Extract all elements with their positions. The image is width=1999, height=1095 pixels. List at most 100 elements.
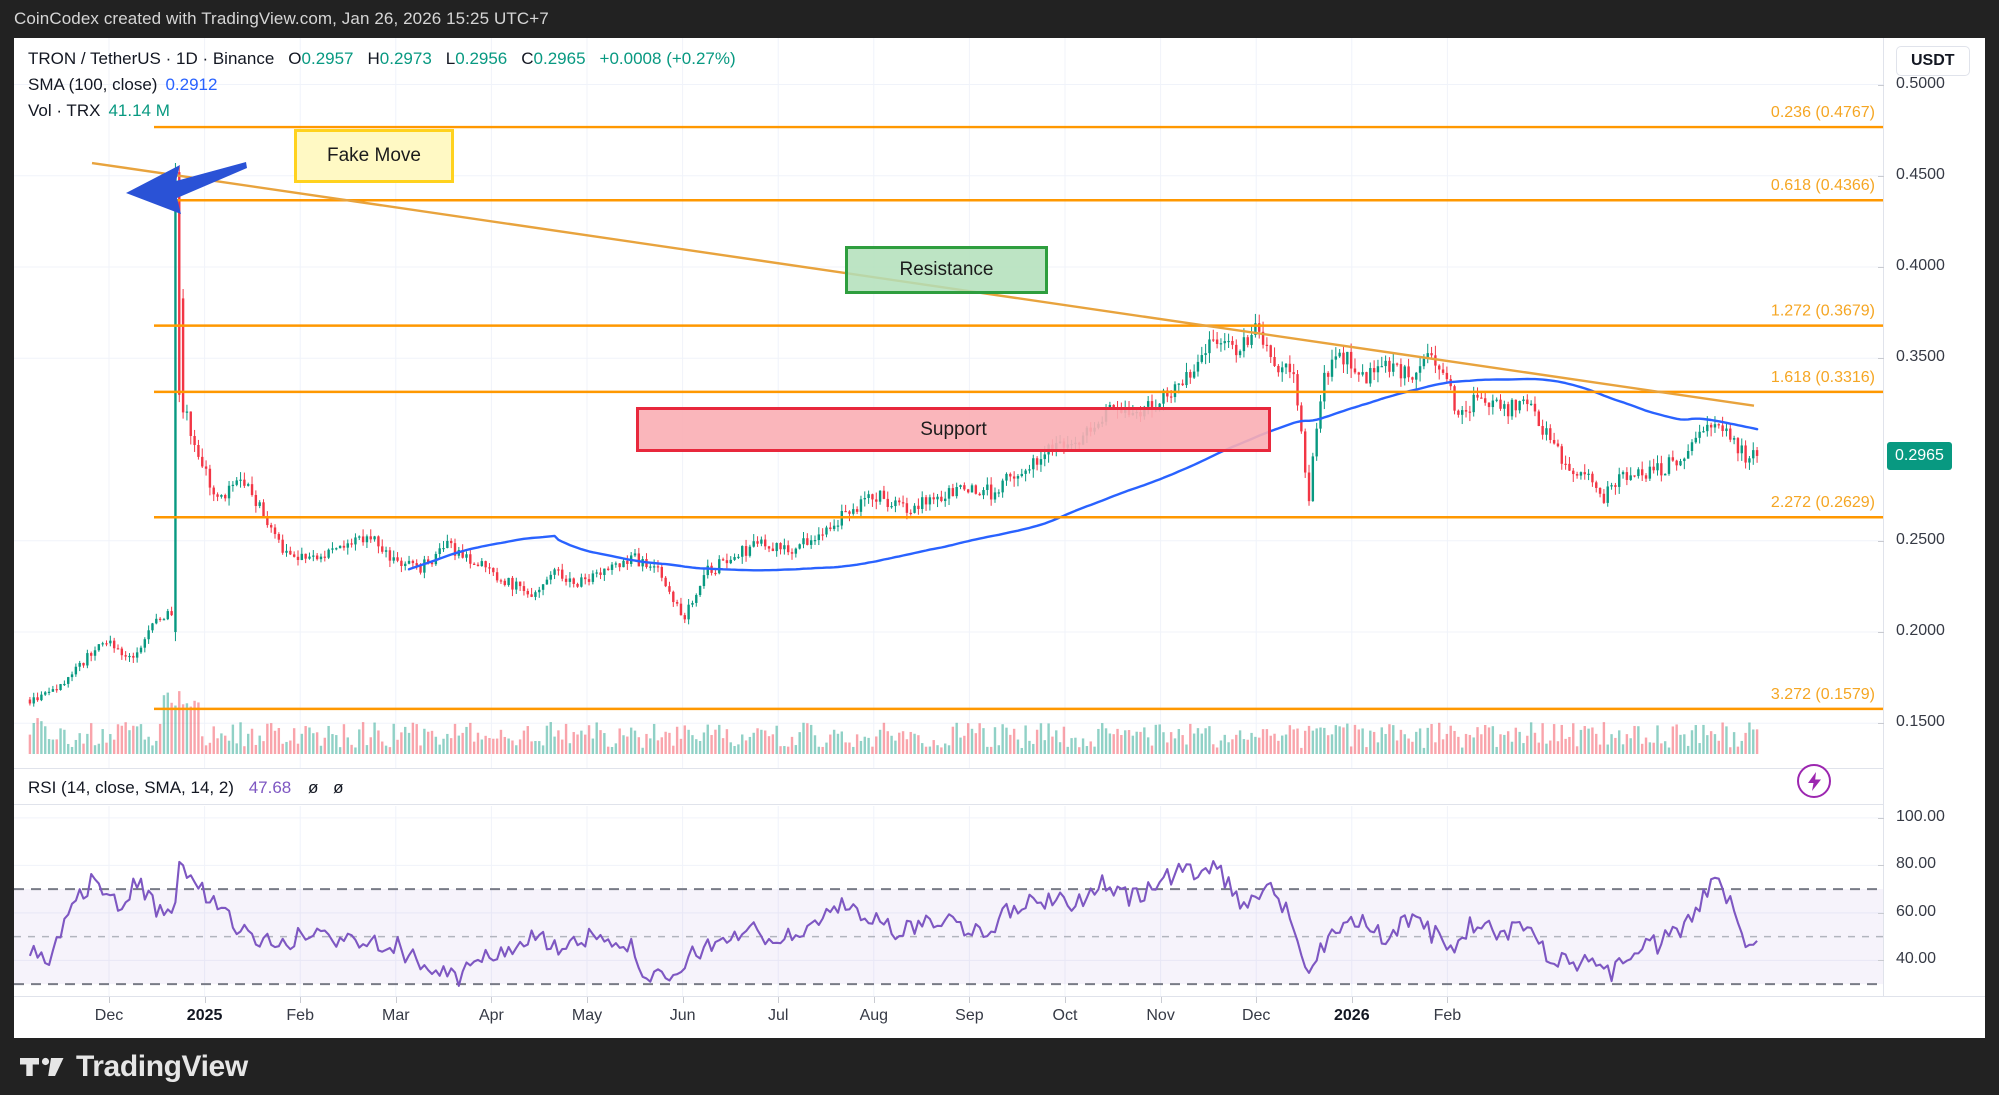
fib-level-label: 0.236 (0.4767) xyxy=(1771,104,1875,121)
volume-bar xyxy=(836,733,840,754)
annotation-box-support[interactable]: Support xyxy=(636,407,1271,452)
volume-bar xyxy=(1679,734,1682,754)
volume-bar xyxy=(1250,732,1253,754)
candle-body xyxy=(1755,450,1759,456)
candle-body xyxy=(1028,469,1031,471)
annotation-box-fake-move[interactable]: Fake Move xyxy=(294,129,454,183)
candle-body xyxy=(1495,399,1498,401)
candle-body xyxy=(32,697,35,704)
volume-bar xyxy=(281,743,284,754)
volume-bar xyxy=(1173,738,1177,754)
legend-volume-row[interactable]: Vol · TRX 41.14 M xyxy=(28,98,736,124)
candle-body xyxy=(982,490,985,496)
volume-bar xyxy=(1740,740,1743,754)
legend-symbol[interactable]: TRON / TetherUS · 1D · Binance xyxy=(28,49,275,68)
candle-body xyxy=(806,538,809,545)
volume-bar xyxy=(304,726,307,754)
candle-body xyxy=(1480,397,1483,399)
candle-body xyxy=(411,560,415,564)
lightning-bolt-icon[interactable] xyxy=(1797,764,1831,798)
volume-bar xyxy=(1407,738,1410,754)
volume-bar xyxy=(116,724,120,754)
volume-bar xyxy=(1568,736,1571,754)
candle-body xyxy=(128,655,131,658)
candle-body xyxy=(488,567,491,569)
volume-bar xyxy=(1426,727,1429,754)
volume-bar xyxy=(603,733,606,754)
volume-bar xyxy=(70,746,74,754)
volume-bar xyxy=(1457,736,1460,754)
annotation-box-resistance[interactable]: Resistance xyxy=(845,246,1048,294)
rsi-pane[interactable] xyxy=(14,806,1883,996)
candle-body xyxy=(675,602,679,604)
blue-arrow-annotation[interactable] xyxy=(126,162,247,214)
volume-bar xyxy=(1189,723,1192,754)
volume-bar xyxy=(664,731,667,754)
candle-body xyxy=(1476,394,1479,398)
candle-body xyxy=(396,557,399,561)
legend-sma-label[interactable]: SMA (100, close) xyxy=(28,75,158,94)
volume-bar xyxy=(966,723,970,754)
volume-bar xyxy=(898,732,901,754)
volume-bar xyxy=(1269,735,1272,754)
volume-bar xyxy=(492,738,495,754)
time-axis-label: Dec xyxy=(1241,1007,1271,1024)
volume-bar xyxy=(342,724,346,754)
volume-bar xyxy=(947,745,951,754)
price-legend: TRON / TetherUS · 1D · Binance O 0.2957 H… xyxy=(28,46,736,124)
rsi-plot[interactable] xyxy=(14,806,1883,996)
candle-body xyxy=(1346,351,1349,365)
candle-body xyxy=(783,545,786,550)
legend-open-value: 0.2957 xyxy=(301,49,354,68)
volume-bar xyxy=(775,725,778,754)
candle-body xyxy=(197,445,200,457)
rsi-axis-tick-label: 60.00 xyxy=(1896,902,1937,920)
volume-bar xyxy=(227,740,231,754)
currency-pill[interactable]: USDT xyxy=(1896,46,1970,76)
candle-body xyxy=(779,543,782,550)
candle-body xyxy=(1292,372,1295,375)
candle-body xyxy=(649,566,652,568)
lightning-glyph xyxy=(1807,771,1821,791)
volume-bar xyxy=(1342,727,1345,754)
volume-bar xyxy=(1598,744,1602,754)
candle-body xyxy=(346,543,349,548)
volume-bar xyxy=(756,728,759,754)
volume-bar xyxy=(1384,733,1387,754)
legend-volume-label[interactable]: Vol · TRX xyxy=(28,101,101,120)
candle-body xyxy=(863,497,866,500)
candle-body xyxy=(944,498,947,502)
candle-body xyxy=(522,586,526,591)
price-plot[interactable]: 0.236 (0.4767) 0.618 (0.4366) 1.272 (0.367… xyxy=(14,38,1883,768)
candle-body xyxy=(312,555,315,557)
volume-bar xyxy=(132,725,135,754)
legend-symbol-row[interactable]: TRON / TetherUS · 1D · Binance O 0.2957 H… xyxy=(28,46,736,72)
volume-series[interactable] xyxy=(28,691,1759,754)
candle-body xyxy=(1016,476,1020,479)
candle-body xyxy=(262,502,265,519)
rsi-legend-label[interactable]: RSI (14, close, SMA, 14, 2) xyxy=(28,778,234,797)
candle-body xyxy=(825,527,828,535)
candle-body xyxy=(1392,363,1395,372)
candle-body xyxy=(1208,339,1211,354)
last-price-badge[interactable]: 0.2965 xyxy=(1887,441,1952,470)
volume-bar xyxy=(139,724,143,754)
candle-body xyxy=(1694,437,1698,443)
volume-bar xyxy=(1376,742,1380,754)
price-axis[interactable]: USDT 0.5000 0.4500 0.4000 0.3500 0.2500 0.200… xyxy=(1878,38,1985,996)
candle-body xyxy=(595,572,598,574)
candle-body xyxy=(1231,340,1234,345)
rsi-eye-icon-1[interactable]: ø xyxy=(307,778,319,797)
candle-body xyxy=(1529,403,1533,405)
rsi-eye-icon-2[interactable]: ø xyxy=(333,778,344,797)
legend-sma-row[interactable]: SMA (100, close) 0.2912 xyxy=(28,72,736,98)
volume-bar xyxy=(1487,727,1491,754)
price-pane[interactable]: 0.236 (0.4767) 0.618 (0.4366) 1.272 (0.367… xyxy=(14,38,1883,768)
time-axis-label: May xyxy=(571,1007,603,1024)
volume-bar xyxy=(522,730,526,754)
time-axis[interactable]: Dec 2025 Feb Mar Apr May Jun Jul Aug Sep Oct Nov Dec… xyxy=(14,996,1985,1038)
volume-bar xyxy=(1430,723,1433,754)
volume-bar xyxy=(1112,734,1115,754)
volume-bar xyxy=(1055,730,1058,754)
candle-body xyxy=(350,543,353,545)
